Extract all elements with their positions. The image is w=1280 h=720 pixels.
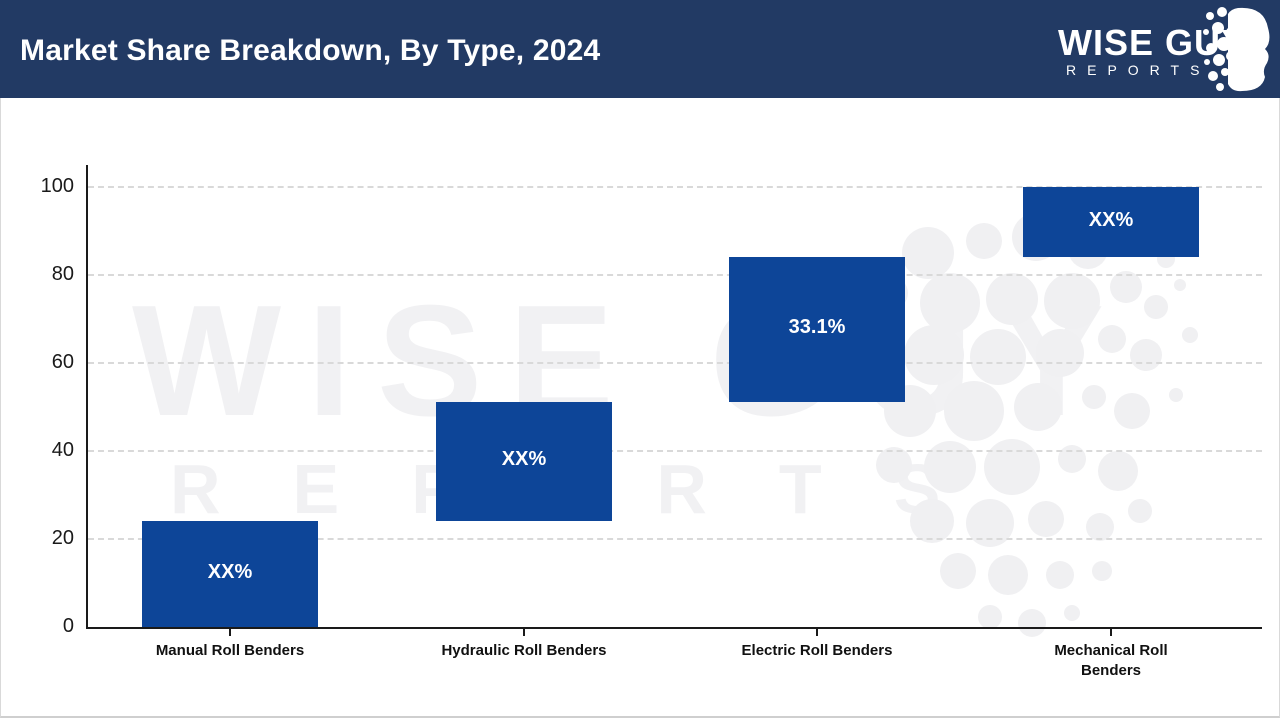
x-tick-3 xyxy=(816,629,818,636)
y-tick-label-0: 0 xyxy=(62,615,74,637)
x-tick-2 xyxy=(523,629,525,636)
logo-subtitle: REPORTS xyxy=(1066,62,1211,78)
x-category-label-1: Manual Roll Benders xyxy=(155,642,305,659)
gridline-40 xyxy=(88,450,1262,452)
y-tick-label-20: 20 xyxy=(51,527,74,549)
page-title: Market Share Breakdown, By Type, 2024 xyxy=(20,34,601,67)
gridline-100 xyxy=(88,186,1262,188)
y-tick-label-40: 40 xyxy=(51,439,74,461)
bar-value-label-1: XX% xyxy=(207,560,253,583)
x-tick-4 xyxy=(1110,629,1112,636)
x-category-label-3: Electric Roll Benders xyxy=(741,642,893,659)
x-category-label-2: Hydraulic Roll Benders xyxy=(441,642,607,659)
header-bar: Market Share Breakdown, By Type, 2024 WI… xyxy=(0,0,1280,98)
y-axis-line xyxy=(86,165,88,629)
bar-2 xyxy=(436,402,612,521)
bar-value-label-3: 33.1% xyxy=(788,316,846,339)
gridline-80 xyxy=(88,274,1262,276)
bar-value-label-2: XX% xyxy=(501,448,547,471)
y-tick-label-100: 100 xyxy=(40,175,74,197)
gridline-20 xyxy=(88,538,1262,540)
gridline-60 xyxy=(88,362,1262,364)
y-tick-label-60: 60 xyxy=(51,351,74,373)
plot-area: 0 20 40 60 80 100 XX% Manual Roll Benders XX% Hyd… xyxy=(0,98,1280,720)
bar-value-label-4: XX% xyxy=(1088,208,1134,231)
y-tick-label-80: 80 xyxy=(51,263,74,285)
x-category-label-4: Mechanical Roll Benders xyxy=(1054,642,1168,679)
bar-1 xyxy=(142,520,318,627)
wise-guy-reports-logo: WISE GUY REPORTS xyxy=(1022,0,1272,98)
logo-face-icon xyxy=(1203,7,1270,92)
x-tick-1 xyxy=(229,629,231,636)
x-axis-line xyxy=(86,627,1262,629)
